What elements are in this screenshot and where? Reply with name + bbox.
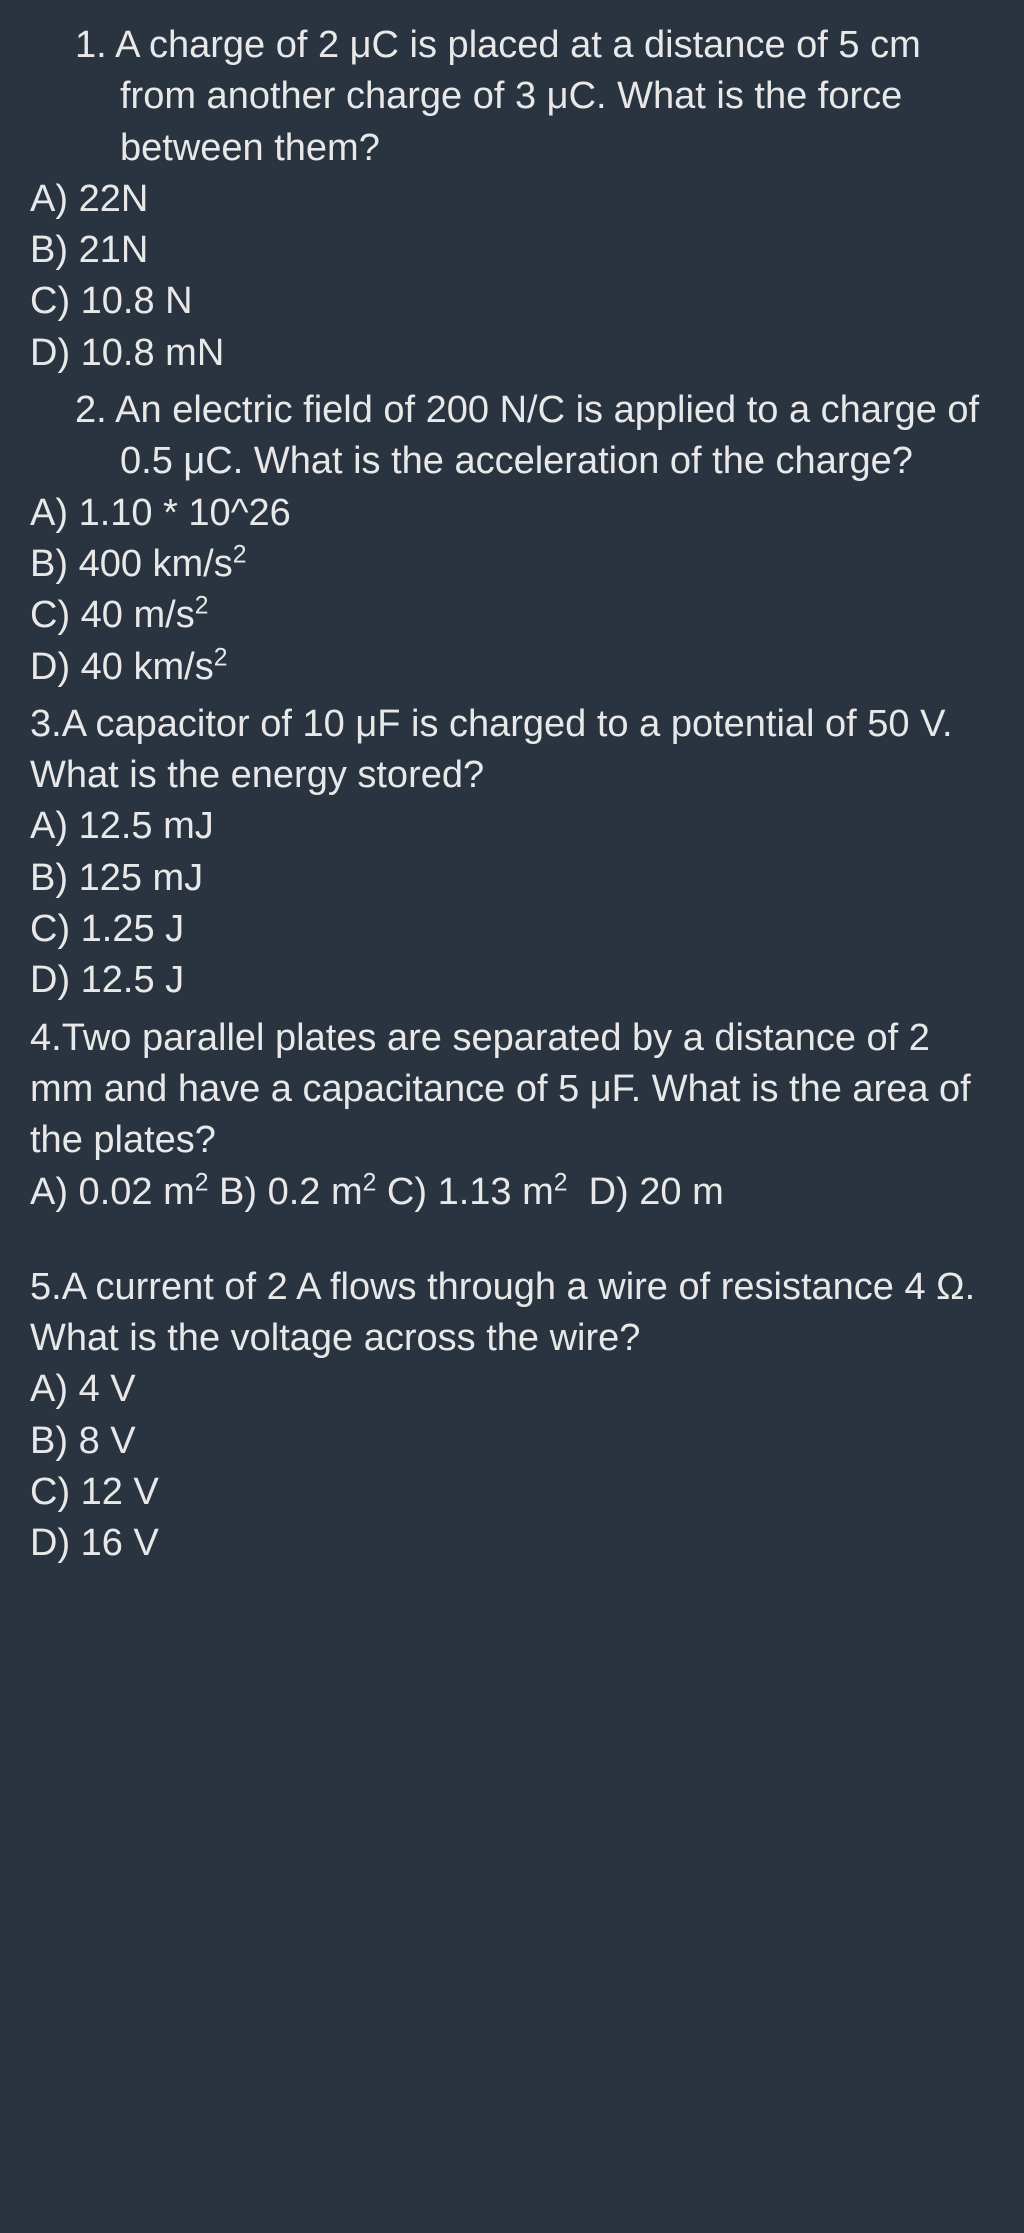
question-1: 1. A charge of 2 μC is placed at a dista… [30,20,994,379]
option-d-text: 16 V [81,1522,159,1564]
option-b-text: 21N [79,229,149,271]
question-3-text: 3.A capacitor of 10 μF is charged to a p… [30,699,994,802]
question-5-options: A) 4 V B) 8 V C) 12 V D) 16 V [30,1364,994,1569]
option-b[interactable]: B) 21N [30,225,994,276]
option-a[interactable]: A) 4 V [30,1364,994,1415]
question-2: 2. An electric field of 200 N/C is appli… [30,385,994,693]
question-body: A current of 2 A flows through a wire of… [30,1266,975,1359]
option-a-text: 1.10 * 10^26 [79,492,291,534]
question-number: 4. [30,1017,62,1059]
option-b-text: 8 V [79,1420,136,1462]
option-c[interactable]: C) 40 m/s2 [30,590,994,641]
question-1-options: A) 22N B) 21N C) 10.8 N D) 10.8 mN [30,174,994,379]
options-inline: A) 0.02 m2 B) 0.2 m2 C) 1.13 m2 D) 20 m [30,1171,724,1213]
question-body: A charge of 2 μC is placed at a distance… [115,24,921,169]
option-a[interactable]: A) 1.10 * 10^26 [30,488,994,539]
option-d[interactable]: D) 10.8 mN [30,328,994,379]
question-4: 4.Two parallel plates are separated by a… [30,1013,994,1218]
question-number: 1. [75,24,107,66]
spacer [30,1224,994,1262]
question-5: 5.A current of 2 A flows through a wire … [30,1262,994,1570]
question-number: 3. [30,703,62,745]
option-b[interactable]: B) 8 V [30,1416,994,1467]
option-c-text: 10.8 N [81,280,193,322]
option-a[interactable]: A) 12.5 mJ [30,801,994,852]
option-d[interactable]: D) 40 km/s2 [30,642,994,693]
question-4-text: 4.Two parallel plates are separated by a… [30,1013,994,1167]
option-c[interactable]: C) 12 V [30,1467,994,1518]
option-a-text: 22N [79,178,149,220]
option-d[interactable]: D) 12.5 J [30,955,994,1006]
question-2-text: 2. An electric field of 200 N/C is appli… [30,385,994,488]
question-4-options[interactable]: A) 0.02 m2 B) 0.2 m2 C) 1.13 m2 D) 20 m [30,1167,994,1218]
option-b[interactable]: B) 125 mJ [30,853,994,904]
option-c-text: 12 V [81,1471,159,1513]
option-b-text: 400 km/s2 [79,543,247,585]
question-2-options: A) 1.10 * 10^26 B) 400 km/s2 C) 40 m/s2 … [30,488,994,693]
question-3: 3.A capacitor of 10 μF is charged to a p… [30,699,994,1007]
option-c[interactable]: C) 10.8 N [30,276,994,327]
option-c[interactable]: C) 1.25 J [30,904,994,955]
option-a-text: 4 V [79,1368,136,1410]
option-d[interactable]: D) 16 V [30,1518,994,1569]
option-b-text: 125 mJ [79,857,204,899]
option-a[interactable]: A) 22N [30,174,994,225]
question-body: Two parallel plates are separated by a d… [30,1017,971,1162]
option-c-text: 1.25 J [81,908,185,950]
option-c-text: 40 m/s2 [81,594,209,636]
question-3-options: A) 12.5 mJ B) 125 mJ C) 1.25 J D) 12.5 J [30,801,994,1006]
option-a-text: 12.5 mJ [79,805,214,847]
question-body: A capacitor of 10 μF is charged to a pot… [30,703,953,796]
question-5-text: 5.A current of 2 A flows through a wire … [30,1262,994,1365]
question-number: 5. [30,1266,62,1308]
question-number: 2. [75,389,107,431]
option-d-text: 40 km/s2 [81,646,228,688]
question-body: An electric field of 200 N/C is applied … [115,389,979,482]
option-d-text: 12.5 J [81,959,185,1001]
option-d-text: 10.8 mN [81,332,225,374]
option-b[interactable]: B) 400 km/s2 [30,539,994,590]
question-1-text: 1. A charge of 2 μC is placed at a dista… [30,20,994,174]
